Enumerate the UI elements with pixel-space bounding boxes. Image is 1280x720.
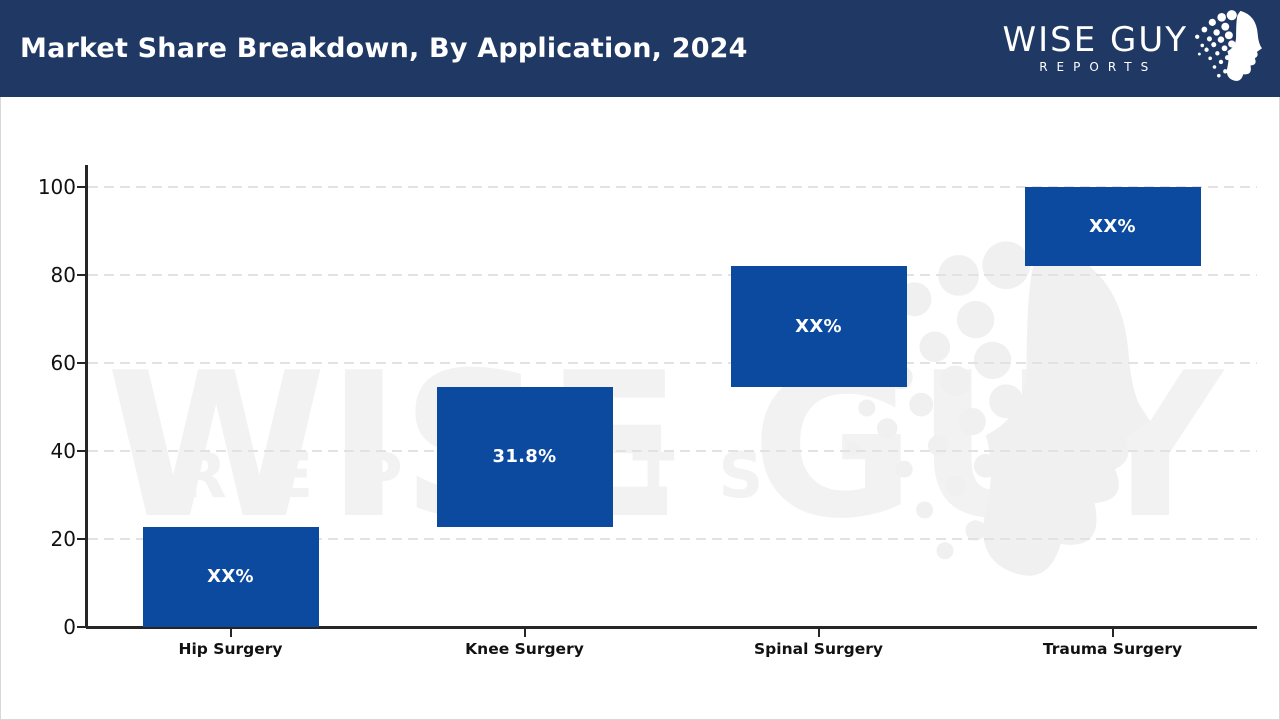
y-tickmark-40: [77, 450, 86, 452]
wiseguy-logo-text: WISE GUY REPORTS: [1002, 23, 1188, 74]
x-tickmark-1: [523, 629, 526, 637]
bar-value-label: 31.8%: [492, 446, 557, 468]
watermark-face-icon: [832, 241, 1149, 576]
x-tickmark-0: [229, 629, 232, 637]
gridline-80: [88, 274, 1257, 276]
y-tickmark-100: [77, 186, 86, 188]
header-bar: Market Share Breakdown, By Application, …: [0, 0, 1280, 97]
wiseguy-logo: WISE GUY REPORTS: [1002, 8, 1262, 90]
x-category-label: Knee Surgery: [465, 640, 584, 658]
y-tickmark-0: [77, 626, 86, 628]
logo-subtitle: REPORTS: [1039, 60, 1158, 74]
bar-spinal-surgery: XX%: [730, 266, 907, 387]
bar-value-label: XX%: [207, 566, 254, 588]
page-title: Market Share Breakdown, By Application, …: [20, 33, 748, 64]
x-category-label: Hip Surgery: [178, 640, 283, 658]
x-tickmark-3: [1111, 629, 1114, 637]
y-tickmark-60: [77, 362, 86, 364]
y-tick-label: 0: [63, 615, 76, 639]
gridline-60: [88, 362, 1257, 364]
y-tick-label: 80: [50, 263, 76, 287]
bar-knee-surgery: 31.8%: [436, 386, 613, 527]
bar-value-label: XX%: [795, 315, 842, 337]
x-axis-line: [86, 626, 1257, 629]
y-tick-label: 20: [50, 527, 76, 551]
y-tick-label: 40: [50, 439, 76, 463]
x-category-label: Trauma Surgery: [1042, 640, 1183, 658]
y-tick-label: 100: [37, 175, 76, 199]
wiseguy-face-icon: [1195, 9, 1262, 81]
y-axis-line: [85, 165, 88, 628]
y-tickmark-20: [77, 538, 86, 540]
bar-trauma-surgery: XX%: [1024, 187, 1201, 267]
logo-wordmark: WISE GUY: [1002, 20, 1188, 60]
gridline-20: [88, 538, 1257, 540]
bar-hip-surgery: XX%: [142, 526, 319, 627]
bar-value-label: XX%: [1089, 216, 1136, 238]
y-tick-label: 60: [50, 351, 76, 375]
y-tickmark-80: [77, 274, 86, 276]
gridline-40: [88, 450, 1257, 452]
gridline-100: [88, 186, 1257, 188]
x-tickmark-2: [817, 629, 820, 637]
x-category-label: Spinal Surgery: [754, 640, 883, 658]
